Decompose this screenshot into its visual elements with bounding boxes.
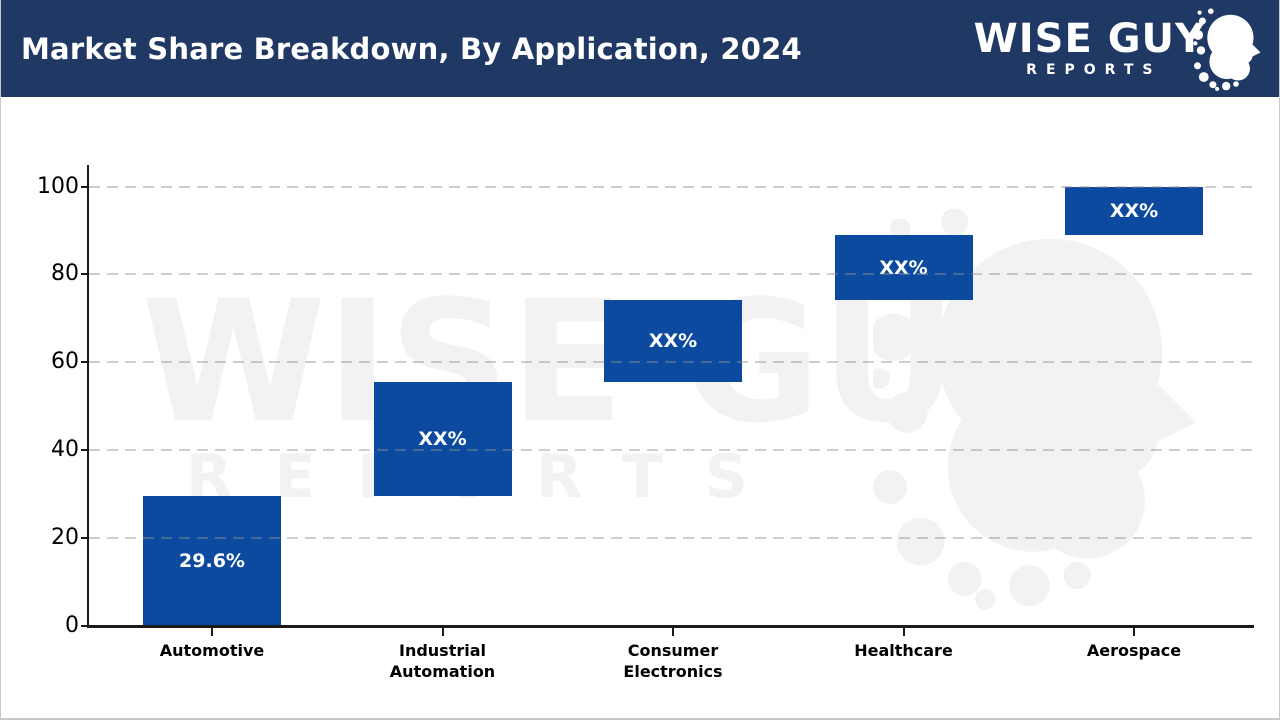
x-axis-label-line: Electronics <box>623 662 723 681</box>
y-axis-spine <box>87 165 89 628</box>
bar-aerospace: XX% <box>1065 186 1203 236</box>
x-tick-consumer-electronics <box>672 627 674 636</box>
y-tick-label-0: 0 <box>65 613 79 638</box>
y-tick-0 <box>81 625 89 627</box>
x-axis-label-line: Automation <box>389 662 496 681</box>
x-tick-healthcare <box>902 627 905 636</box>
x-tick-aerospace <box>1133 627 1135 636</box>
bar-automotive: 29.6% <box>143 495 281 626</box>
bar-value-label-consumer-electronics: XX% <box>648 330 698 353</box>
bar-consumer-electronics: XX% <box>604 300 742 383</box>
logo-head-icon <box>1193 7 1261 91</box>
x-axis-label-aerospace: Aerospace <box>1019 640 1249 661</box>
logo-wordmark: WISE GUY REPORTS <box>974 19 1205 78</box>
y-tick-label-60: 60 <box>51 349 79 375</box>
y-tick-label-40: 40 <box>51 437 79 463</box>
x-axis-label-consumer-electronics: Consumer Electronics <box>558 640 788 682</box>
x-axis-label-line: Healthcare <box>854 641 953 660</box>
watermark-head-icon <box>873 208 1196 610</box>
y-tick-20 <box>81 537 89 540</box>
logo-brand-sub: REPORTS <box>1026 62 1162 78</box>
x-tick-automotive <box>211 627 213 636</box>
bar-industrial-automation: XX% <box>373 382 512 496</box>
gridline-40 <box>89 449 1254 452</box>
gridline-100 <box>89 185 1254 188</box>
y-tick-100 <box>81 185 89 188</box>
y-tick-60 <box>81 361 89 364</box>
x-axis-label-line: Consumer <box>627 641 719 660</box>
bar-value-label-industrial-automation: XX% <box>418 427 467 450</box>
x-axis-label-automotive: Automotive <box>97 640 327 661</box>
x-axis-label-healthcare: Healthcare <box>789 640 1019 661</box>
y-tick-label-100: 100 <box>37 173 79 199</box>
x-axis-label-industrial-automation: Industrial Automation <box>328 640 558 682</box>
x-tick-industrial-automation <box>441 627 444 636</box>
bar-value-label-automotive: 29.6% <box>179 549 245 572</box>
page-title: Market Share Breakdown, By Application, … <box>21 31 802 66</box>
x-axis-spine <box>87 625 1254 628</box>
y-tick-label-80: 80 <box>51 261 79 287</box>
y-tick-label-20: 20 <box>51 525 79 551</box>
gridline-80 <box>89 273 1254 276</box>
y-tick-80 <box>81 273 89 276</box>
x-axis-label-line: Industrial <box>398 641 486 660</box>
bar-value-label-aerospace: XX% <box>1109 199 1159 222</box>
bar-healthcare: XX% <box>834 235 973 301</box>
header-band: Market Share Breakdown, By Application, … <box>1 0 1279 97</box>
gridline-20 <box>89 537 1254 540</box>
wise-guy-reports-logo: WISE GUY REPORTS <box>974 7 1265 91</box>
y-tick-40 <box>81 449 89 452</box>
bar-value-label-healthcare: XX% <box>879 256 928 279</box>
x-axis-label-line: Automotive <box>159 641 265 660</box>
x-axis-label-line: Aerospace <box>1086 641 1182 660</box>
logo-brand-name: WISE GUY <box>973 16 1205 62</box>
gridline-60 <box>89 361 1254 364</box>
